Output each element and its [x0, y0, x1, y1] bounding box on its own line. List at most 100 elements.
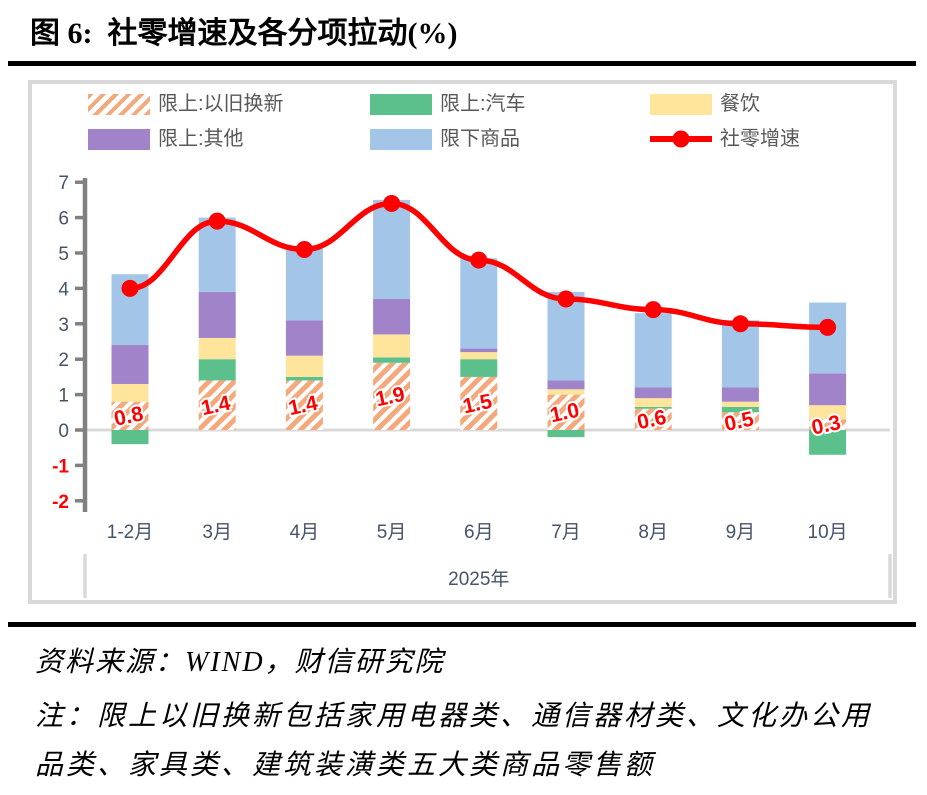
svg-text:6: 6 [58, 209, 69, 230]
legend-item-auto: 限上:汽车 [370, 93, 526, 115]
bar-segment [373, 299, 411, 335]
svg-text:8月: 8月 [638, 522, 668, 543]
title-divider [8, 61, 916, 66]
line-marker [295, 240, 313, 258]
hatched-swatch-icon [88, 93, 150, 115]
figure-title: 图 6: 社零增速及各分项拉动(%) [30, 17, 458, 50]
svg-text:3月: 3月 [202, 522, 232, 543]
svg-text:0: 0 [58, 421, 69, 442]
bar-segment [198, 337, 236, 360]
svg-text:2025年: 2025年 [448, 568, 509, 590]
svg-text:7月: 7月 [551, 522, 581, 543]
bar-segment [634, 387, 672, 399]
bar-segment [809, 302, 847, 374]
bar-segment [373, 357, 411, 363]
bar-segment [285, 376, 323, 381]
bar-segment [111, 345, 149, 384]
green-swatch-icon [370, 93, 432, 115]
bar-segment [198, 359, 236, 381]
bar-segment [460, 258, 498, 349]
bar-segment [460, 348, 498, 353]
bar-segment [111, 430, 149, 445]
line-marker [644, 301, 662, 319]
bar-segment [634, 398, 672, 407]
bar-segment [547, 389, 585, 395]
bar-segment [809, 430, 847, 455]
line-marker [557, 290, 575, 308]
line-dot-icon [672, 130, 690, 148]
legend-item-catering: 餐饮 [650, 93, 760, 115]
bar-segment [460, 352, 498, 360]
legend-label: 限下商品 [440, 128, 520, 150]
svg-text:5: 5 [58, 244, 69, 265]
svg-text:4: 4 [58, 279, 69, 300]
line-marker [121, 279, 139, 297]
legend-item-trade-in: 限上:以旧换新 [88, 93, 284, 115]
bar-segment [634, 408, 672, 430]
blue-swatch-icon [370, 128, 432, 150]
legend-label: 餐饮 [720, 93, 760, 115]
bar-segment [198, 291, 236, 338]
bars-group [111, 199, 847, 455]
bar-segment [547, 430, 585, 438]
line-marker [470, 251, 488, 269]
bar-segment [721, 387, 759, 402]
bar-segment [809, 405, 847, 420]
bar-value-label: 0.5 [722, 407, 756, 436]
bar-segment [373, 199, 411, 300]
svg-text:2: 2 [58, 350, 69, 371]
legend-label: 社零增速 [720, 128, 800, 150]
bar-segment [721, 401, 759, 407]
chart-plot: 7 6 5 4 3 2 1 0 -1 -2 1-2月 3月 4月 5月 6月 7月 8月 9月 10月 2025年 0.… [52, 173, 892, 598]
svg-text:1: 1 [58, 386, 69, 407]
bar-segment [721, 412, 759, 430]
bar-segment [460, 376, 498, 430]
svg-text:6月: 6月 [464, 522, 494, 543]
line-marker [819, 318, 837, 336]
bar-segment [547, 394, 585, 430]
svg-text:10月: 10月 [808, 522, 848, 543]
source-text: 资料来源：WIND，财信研究院 [35, 647, 445, 678]
svg-text:7: 7 [58, 173, 69, 194]
bar-segment [721, 406, 759, 413]
bar-segment [111, 383, 149, 402]
bar-segment [373, 362, 411, 430]
bar-segment [198, 380, 236, 430]
svg-text:3: 3 [58, 315, 69, 336]
bar-segment [285, 355, 323, 377]
bar-segment [460, 359, 498, 377]
line-marker [731, 315, 749, 333]
bar-segment [111, 401, 149, 430]
bar-segment [285, 245, 323, 321]
footer-divider [8, 622, 916, 627]
note-text: 注：限上以旧换新包括家用电器类、通信器材类、文化办公用品类、家具类、建筑装潢类五… [35, 701, 873, 781]
bar-segment [809, 419, 847, 430]
legend-label: 限上:以旧换新 [158, 93, 284, 115]
line-marker [208, 212, 226, 230]
red-line-marker-icon [650, 130, 712, 148]
bar-segment [373, 334, 411, 358]
chart-container: 限上:以旧换新 限上:汽车 餐饮 限上:其他 限下商品 社零增速 [28, 80, 897, 604]
purple-swatch-icon [88, 128, 150, 150]
svg-text:1-2月: 1-2月 [107, 522, 153, 543]
line-marker [383, 194, 401, 212]
bar-segment [285, 320, 323, 356]
retail-growth-line [127, 200, 831, 331]
bar-segment [198, 217, 236, 292]
legend-label: 限上:汽车 [440, 93, 526, 115]
legend-item-retail-growth: 社零增速 [650, 128, 800, 150]
legend-label: 限上:其他 [158, 128, 244, 150]
bar-segment [634, 313, 672, 388]
legend-item-below-quota-goods: 限下商品 [370, 128, 520, 150]
bar-segment [809, 373, 847, 406]
svg-text:-2: -2 [52, 492, 69, 513]
chart-legend: 限上:以旧换新 限上:汽车 餐饮 限上:其他 限下商品 社零增速 [32, 84, 893, 164]
svg-text:9月: 9月 [726, 522, 756, 543]
legend-item-other-above-quota: 限上:其他 [88, 128, 244, 150]
svg-text:-1: -1 [52, 456, 69, 477]
svg-text:5月: 5月 [377, 522, 407, 543]
bar-segment [634, 406, 672, 409]
svg-text:4月: 4月 [290, 522, 320, 543]
yellow-swatch-icon [650, 93, 712, 115]
